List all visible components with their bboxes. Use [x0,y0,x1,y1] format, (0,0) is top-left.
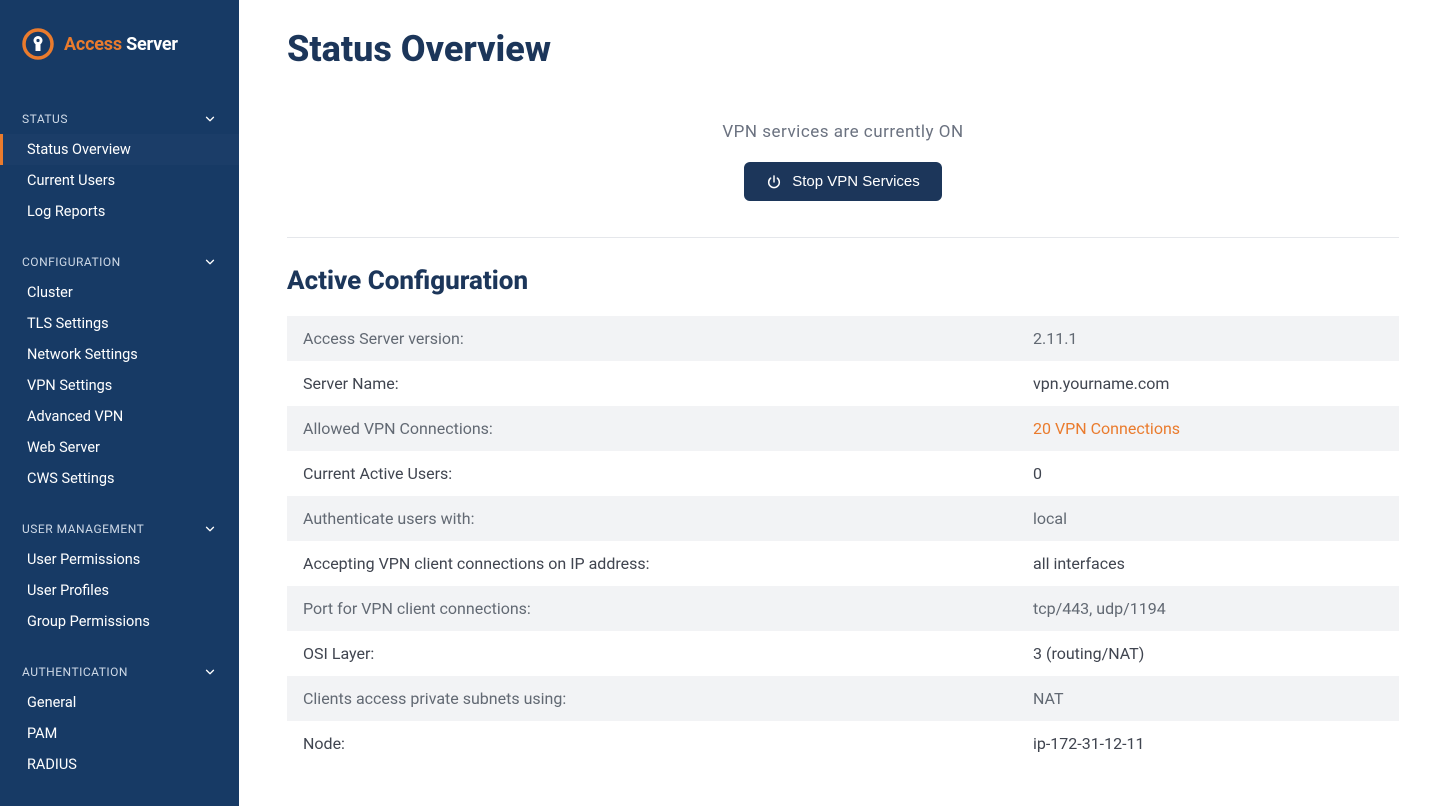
sidebar-item[interactable]: VPN Settings [0,370,239,401]
config-row-label: OSI Layer: [303,644,1033,663]
config-row: Clients access private subnets using:NAT [287,676,1399,721]
sidebar-item[interactable]: General [0,687,239,718]
sidebar-item[interactable]: Group Permissions [0,606,239,637]
sidebar-item[interactable]: RADIUS [0,749,239,780]
sidebar-item[interactable]: Status Overview [0,134,239,165]
sidebar-item[interactable]: User Permissions [0,544,239,575]
config-row-value: NAT [1033,689,1383,708]
nav-section: AUTHENTICATION GeneralPAMRADIUS [0,657,239,780]
chevron-down-icon [203,665,217,679]
nav-section: USER MANAGEMENT User PermissionsUser Prof… [0,514,239,637]
config-row: Access Server version:2.11.1 [287,316,1399,361]
config-table: Access Server version:2.11.1Server Name:… [287,316,1399,766]
sidebar-item[interactable]: User Profiles [0,575,239,606]
nav-section: CONFIGURATION ClusterTLS SettingsNetwork … [0,247,239,494]
nav-section-title: USER MANAGEMENT [22,522,144,536]
stop-vpn-button[interactable]: Stop VPN Services [744,162,942,201]
config-row-label: Port for VPN client connections: [303,599,1033,618]
config-row-value: 0 [1033,464,1383,483]
config-row-value-link[interactable]: 20 VPN Connections [1033,419,1383,438]
sidebar: Access Server STATUS Status OverviewCurre… [0,0,239,806]
config-row-value: 3 (routing/NAT) [1033,644,1383,663]
config-row: Server Name:vpn.yourname.com [287,361,1399,406]
brand-logo[interactable]: Access Server [0,20,239,84]
config-row-label: Accepting VPN client connections on IP a… [303,554,1033,573]
config-row-label: Authenticate users with: [303,509,1033,528]
nav-section-header[interactable]: AUTHENTICATION [0,657,239,687]
config-row-value: 2.11.1 [1033,329,1383,348]
config-row-label: Current Active Users: [303,464,1033,483]
sidebar-item[interactable]: Current Users [0,165,239,196]
main-content: Status Overview VPN services are current… [239,0,1447,806]
config-row: Accepting VPN client connections on IP a… [287,541,1399,586]
config-row: Authenticate users with:local [287,496,1399,541]
config-row-value: ip-172-31-12-11 [1033,734,1383,753]
config-row-value: all interfaces [1033,554,1383,573]
sidebar-item[interactable]: Network Settings [0,339,239,370]
config-row: Node:ip-172-31-12-11 [287,721,1399,766]
config-row-value: tcp/443, udp/1194 [1033,599,1383,618]
sidebar-item[interactable]: Advanced VPN [0,401,239,432]
brand-logo-icon [22,28,54,60]
nav-section-header[interactable]: USER MANAGEMENT [0,514,239,544]
config-row: Current Active Users:0 [287,451,1399,496]
sidebar-item[interactable]: CWS Settings [0,463,239,494]
nav-section: STATUS Status OverviewCurrent UsersLog Re… [0,104,239,227]
nav-section-title: AUTHENTICATION [22,665,128,679]
config-row: OSI Layer:3 (routing/NAT) [287,631,1399,676]
nav-section-header[interactable]: STATUS [0,104,239,134]
active-config-title: Active Configuration [287,266,1399,296]
sidebar-item[interactable]: TLS Settings [0,308,239,339]
vpn-status-text: VPN services are currently ON [287,122,1399,142]
nav-section-title: STATUS [22,112,68,126]
chevron-down-icon [203,255,217,269]
stop-vpn-button-label: Stop VPN Services [792,173,920,190]
nav-section-header[interactable]: CONFIGURATION [0,247,239,277]
power-icon [766,174,782,190]
config-row: Allowed VPN Connections:20 VPN Connectio… [287,406,1399,451]
page-title: Status Overview [287,28,1399,70]
sidebar-item[interactable]: Log Reports [0,196,239,227]
config-row-label: Clients access private subnets using: [303,689,1033,708]
config-row-value: vpn.yourname.com [1033,374,1383,393]
chevron-down-icon [203,522,217,536]
config-row-value: local [1033,509,1383,528]
config-row: Port for VPN client connections:tcp/443,… [287,586,1399,631]
config-row-label: Server Name: [303,374,1033,393]
nav-section-title: CONFIGURATION [22,255,121,269]
config-row-label: Node: [303,734,1033,753]
chevron-down-icon [203,112,217,126]
vpn-status-block: VPN services are currently ON Stop VPN S… [287,122,1399,238]
sidebar-item[interactable]: Web Server [0,432,239,463]
config-row-label: Access Server version: [303,329,1033,348]
brand-name: Access Server [64,34,178,55]
sidebar-item[interactable]: Cluster [0,277,239,308]
config-row-label: Allowed VPN Connections: [303,419,1033,438]
sidebar-item[interactable]: PAM [0,718,239,749]
